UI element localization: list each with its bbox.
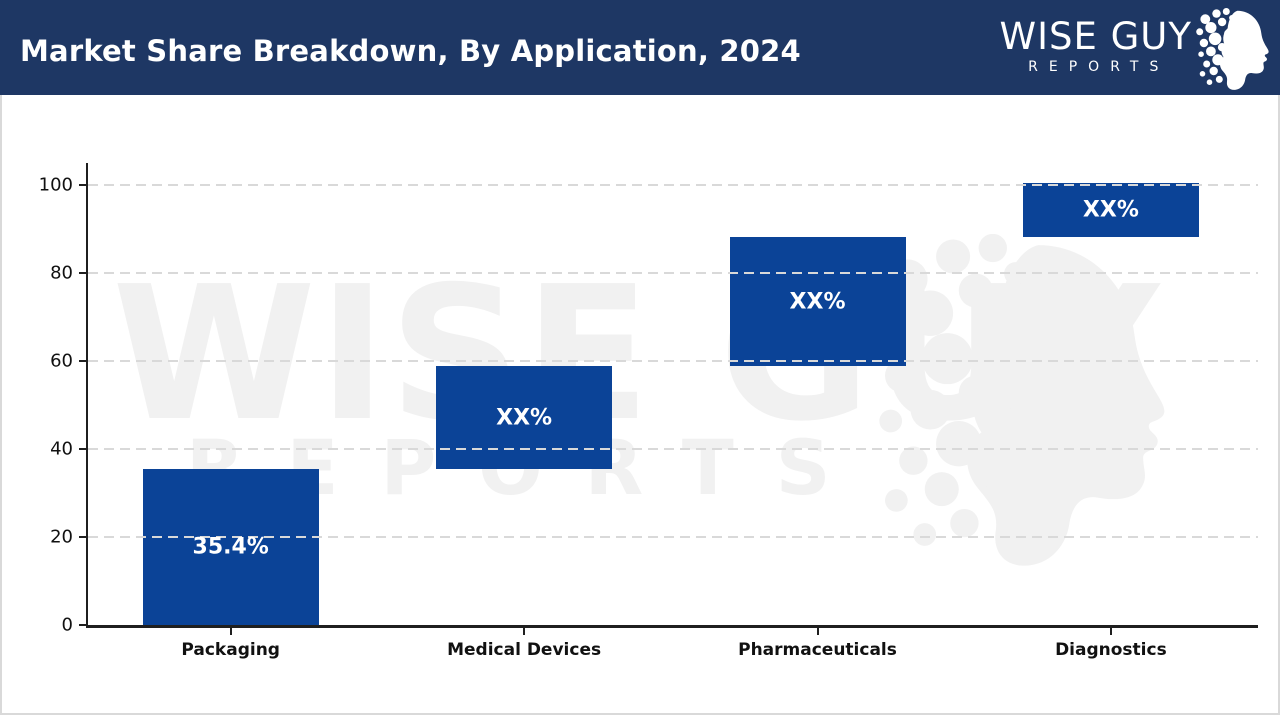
gridline-20 <box>88 536 1258 538</box>
x-tick-label-pharmaceuticals: Pharmaceuticals <box>738 640 897 660</box>
x-tick-mark-1 <box>229 628 232 635</box>
x-tick-label-medical-devices: Medical Devices <box>447 640 602 660</box>
y-tick-mark-100 <box>79 184 86 186</box>
bar-packaging <box>142 469 319 625</box>
wise-guy-logo: WISE GUY REPORTS <box>1000 4 1274 92</box>
bar-diagnostics <box>1022 183 1199 237</box>
y-tick-mark-80 <box>79 272 86 274</box>
y-tick-label-40: 40 <box>50 438 73 460</box>
y-tick-label-0: 0 <box>61 614 73 636</box>
x-tick-label-packaging: Packaging <box>181 640 280 660</box>
x-tick-label-diagnostics: Diagnostics <box>1055 640 1167 660</box>
x-tick-mark-3 <box>816 628 819 635</box>
y-tick-mark-40 <box>79 448 86 450</box>
gridline-40 <box>88 448 1258 450</box>
y-tick-mark-20 <box>79 536 86 538</box>
gridline-60 <box>88 360 1258 362</box>
gridline-100 <box>88 184 1258 186</box>
x-tick-mark-2 <box>523 628 526 635</box>
bar-medical-devices <box>436 366 613 470</box>
y-tick-label-60: 60 <box>50 350 73 372</box>
y-axis-spine <box>86 163 88 627</box>
logo-head-icon <box>1194 8 1274 92</box>
y-tick-label-100: 100 <box>38 174 73 196</box>
bar-value-label: XX% <box>789 289 846 315</box>
bar-value-label: XX% <box>1082 197 1139 223</box>
y-tick-label-80: 80 <box>50 262 73 284</box>
y-tick-mark-60 <box>79 360 86 362</box>
x-tick-mark-4 <box>1109 628 1112 635</box>
bar-pharmaceuticals <box>729 236 906 367</box>
header: Market Share Breakdown, By Application, … <box>0 0 1280 95</box>
logo-text: WISE GUY REPORTS <box>999 15 1192 75</box>
bar-value-label: 35.4% <box>192 534 269 560</box>
bar-value-label: XX% <box>496 405 553 431</box>
logo-subtext: REPORTS <box>1028 58 1170 75</box>
logo-wordmark: WISE GUY <box>999 15 1192 58</box>
y-tick-label-20: 20 <box>50 526 73 548</box>
y-tick-mark-0 <box>79 624 86 626</box>
x-axis-spine <box>86 625 1258 628</box>
gridline-80 <box>88 272 1258 274</box>
chart-title: Market Share Breakdown, By Application, … <box>20 34 801 68</box>
